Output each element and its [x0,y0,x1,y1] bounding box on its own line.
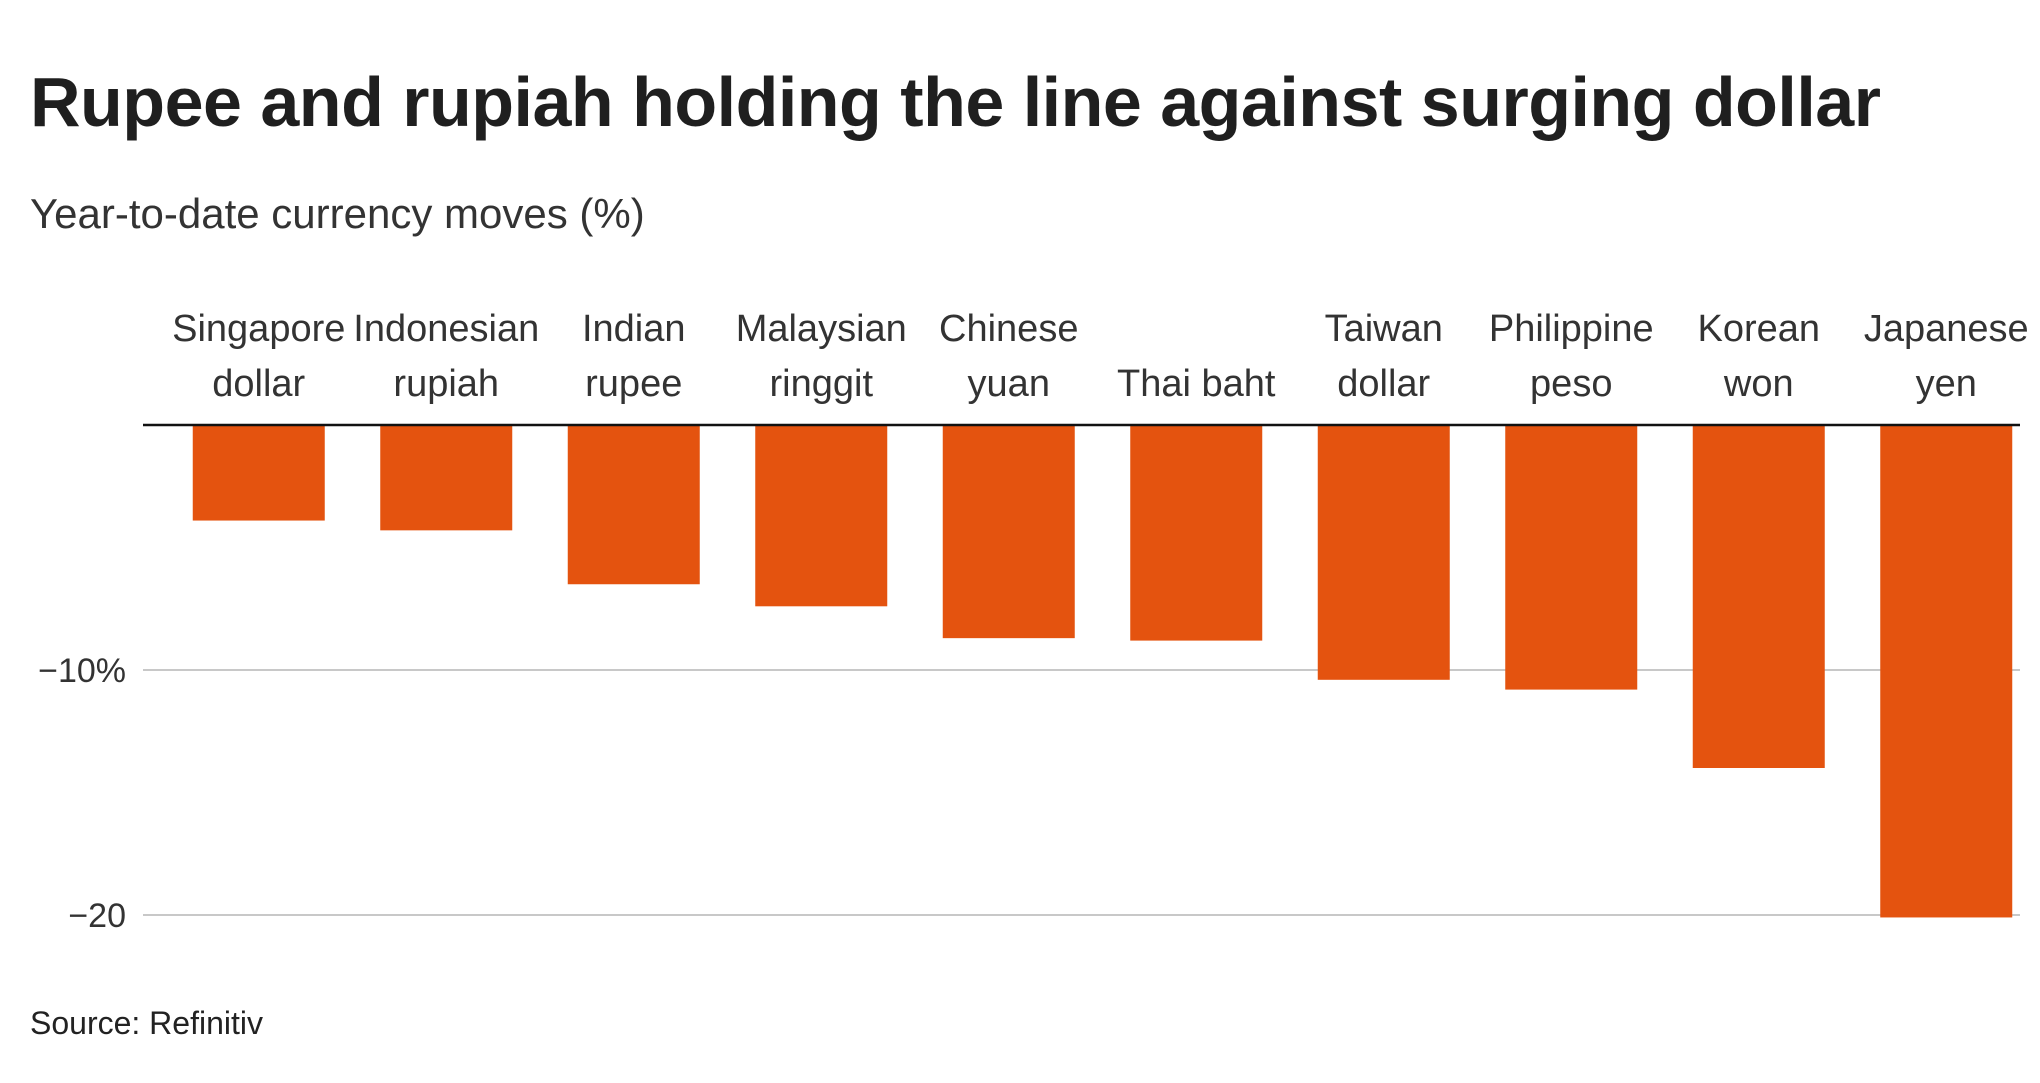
category-label-line: peso [1530,363,1612,405]
category-label-line: Japanese [1864,308,2029,350]
category-label: Indonesian rupiah [353,308,539,405]
chart-source: Source: Refinitiv [30,1005,263,1041]
category-label-line: rupiah [393,363,499,405]
y-axis-ticks: −10% −20 [38,652,126,935]
bar [380,425,513,531]
category-label-line: Indonesian [353,308,539,350]
chart-title: Rupee and rupiah holding the line agains… [30,63,1881,141]
bars [143,423,2020,918]
category-label-line: Chinese [939,308,1078,350]
bar [1317,425,1450,680]
bar [1505,425,1638,690]
category-label: Taiwan dollar [1325,308,1443,405]
bar [192,425,325,521]
bar [1880,425,2013,918]
bar [567,425,700,585]
category-label-line: dollar [1337,363,1430,405]
category-label-line: Singapore [172,308,345,350]
category-label-line: ringgit [770,363,874,405]
category-label-line: Indian [582,308,686,350]
category-label-line: yen [1916,363,1977,405]
category-label-line: Korean [1697,308,1820,350]
y-tick-label: −20 [68,897,126,935]
category-label-line: dollar [212,363,305,405]
category-label-line: Thai baht [1117,363,1276,405]
category-label-line: won [1723,363,1794,405]
category-label: Chinese yuan [939,308,1078,405]
chart-subtitle: Year-to-date currency moves (%) [30,190,645,237]
bar [755,425,888,607]
y-tick-label: −10% [38,652,126,690]
category-label: Japanese yen [1864,308,2029,405]
category-label: Indian rupee [582,308,686,405]
category-label-line: rupee [585,363,682,405]
category-labels: Singapore dollar Indonesian rupiah Indian rup… [172,308,2029,405]
category-label-line: Taiwan [1325,308,1443,350]
category-label: Malaysian ringgit [736,308,907,405]
category-label-line: Malaysian [736,308,907,350]
category-label: Philippine peso [1489,308,1654,405]
bar [1130,425,1263,641]
bar [942,425,1075,639]
category-label: Thai baht [1117,363,1276,405]
category-label: Singapore dollar [172,308,345,405]
category-label-line: yuan [968,363,1050,405]
category-label-line: Philippine [1489,308,1654,350]
category-label: Korean won [1697,308,1820,405]
bar [1692,425,1825,768]
